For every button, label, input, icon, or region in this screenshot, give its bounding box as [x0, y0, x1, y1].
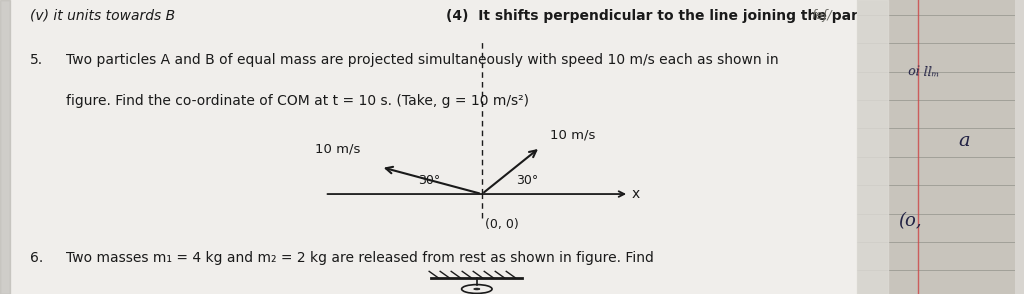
Text: (4)  It shifts perpendicular to the line joining the particles: (4) It shifts perpendicular to the line …	[446, 9, 900, 23]
FancyBboxPatch shape	[857, 0, 1015, 294]
Text: 10 m/s: 10 m/s	[315, 142, 360, 155]
Text: Two masses m₁ = 4 kg and m₂ = 2 kg are released from rest as shown in figure. Fi: Two masses m₁ = 4 kg and m₂ = 2 kg are r…	[66, 251, 653, 265]
Text: 30°: 30°	[418, 174, 440, 187]
Text: figure. Find the co-ordinate of COM at t = 10 s. (Take, g = 10 m/s²): figure. Find the co-ordinate of COM at t…	[66, 94, 529, 108]
Text: Two particles A and B of equal mass are projected simultaneously with speed 10 m: Two particles A and B of equal mass are …	[66, 53, 778, 67]
Text: x: x	[632, 187, 640, 201]
Text: (v) it units towards B: (v) it units towards B	[31, 9, 175, 23]
Text: 6.: 6.	[31, 251, 44, 265]
Text: a: a	[958, 132, 971, 150]
Text: 5.: 5.	[31, 53, 44, 67]
Circle shape	[474, 288, 480, 290]
Text: (0, 0): (0, 0)	[485, 218, 519, 230]
Text: 10 m/s: 10 m/s	[550, 128, 596, 141]
FancyBboxPatch shape	[0, 0, 857, 294]
Text: feʃ/: feʃ/	[812, 9, 833, 22]
Text: oi llₘ: oi llₘ	[908, 65, 940, 79]
Text: 30°: 30°	[516, 174, 539, 187]
Text: (o,: (o,	[898, 212, 922, 230]
